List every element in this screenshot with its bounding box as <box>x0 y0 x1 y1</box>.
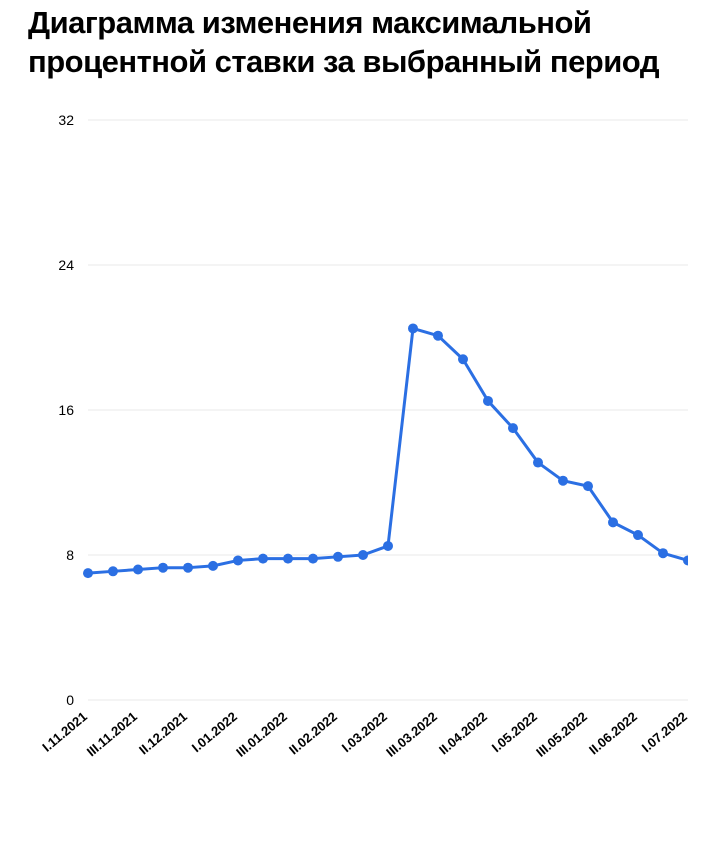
data-point <box>258 553 268 563</box>
data-point <box>608 517 618 527</box>
data-point <box>483 395 493 405</box>
line-chart: 08162432I.11.2021III.11.2021II.12.2021I.… <box>28 100 691 800</box>
data-point <box>208 560 218 570</box>
y-tick-label: 32 <box>58 112 74 128</box>
data-point <box>158 562 168 572</box>
chart-svg: 08162432I.11.2021III.11.2021II.12.2021I.… <box>28 100 688 800</box>
y-tick-label: 0 <box>66 692 74 708</box>
data-point <box>558 475 568 485</box>
data-point <box>533 457 543 467</box>
data-point <box>383 540 393 550</box>
data-point <box>583 481 593 491</box>
data-point <box>83 568 93 578</box>
data-point <box>308 553 318 563</box>
data-point <box>658 548 668 558</box>
data-point <box>333 551 343 561</box>
data-point <box>508 423 518 433</box>
data-point <box>283 553 293 563</box>
y-tick-label: 16 <box>58 402 74 418</box>
y-tick-label: 8 <box>66 547 74 563</box>
data-point <box>458 354 468 364</box>
data-point <box>133 564 143 574</box>
data-point <box>183 562 193 572</box>
data-point <box>108 566 118 576</box>
data-point <box>408 323 418 333</box>
data-point <box>633 530 643 540</box>
page: Диаграмма изменения максимальной процент… <box>0 0 719 866</box>
data-point <box>233 555 243 565</box>
y-tick-label: 24 <box>58 257 74 273</box>
chart-title: Диаграмма изменения максимальной процент… <box>28 0 691 82</box>
data-point <box>433 330 443 340</box>
data-point <box>358 550 368 560</box>
